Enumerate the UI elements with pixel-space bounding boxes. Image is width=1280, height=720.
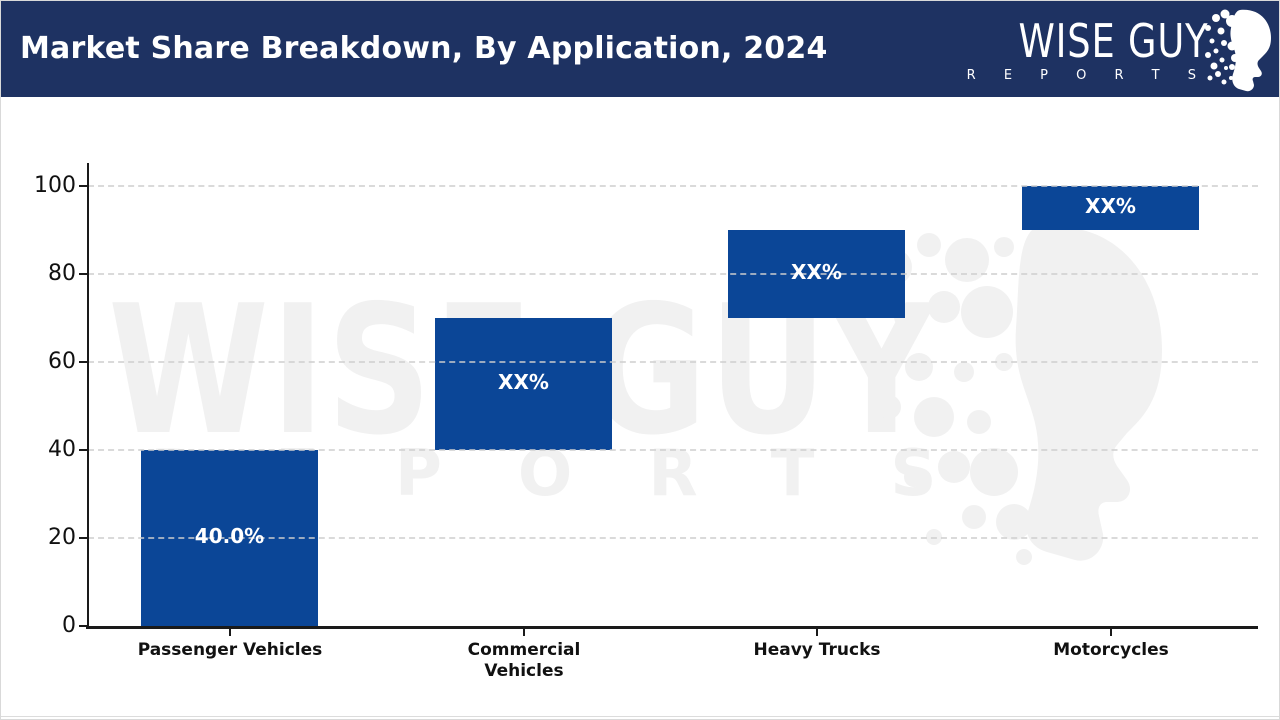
y-axis-tick [79, 273, 87, 275]
y-axis-tick [79, 625, 87, 627]
page-title: Market Share Breakdown, By Application, … [20, 31, 828, 66]
gridline [88, 273, 1258, 275]
y-axis-tick [79, 361, 87, 363]
x-axis-category-label: Heavy Trucks [753, 640, 881, 660]
y-axis-tick [79, 537, 87, 539]
x-axis-tick [816, 629, 818, 636]
bar-value-label: XX% [498, 370, 549, 394]
gridline [88, 537, 1258, 539]
dotted-head-icon [1205, 9, 1271, 92]
bar-value-label: XX% [1085, 194, 1136, 218]
y-axis-tick-label: 40 [48, 437, 76, 462]
bar-value-label: 40.0% [194, 524, 265, 548]
y-axis-tick-label: 0 [62, 613, 76, 638]
bar-segment [435, 318, 612, 450]
y-axis-tick-label: 80 [48, 261, 76, 286]
logo-text: WISE GUY R E P O R T S [961, 18, 1208, 83]
gridline [88, 449, 1258, 451]
bar-value-label: XX% [791, 260, 842, 284]
bottom-divider [0, 716, 1280, 717]
x-axis-tick [1110, 629, 1112, 636]
x-axis-tick [229, 629, 231, 636]
x-axis-tick [523, 629, 525, 636]
logo-wiseguy-label: WISE GUY [1018, 13, 1208, 68]
y-axis-tick-label: 60 [48, 349, 76, 374]
y-axis-tick-label: 100 [34, 173, 76, 198]
x-axis-category-label: Motorcycles [1053, 640, 1169, 660]
bar-segment [1022, 186, 1199, 230]
watermark-dotted-head [876, 226, 1162, 565]
wise-guy-reports-logo: WISE GUY R E P O R T S [961, 8, 1274, 92]
y-axis-tick [79, 185, 87, 187]
x-axis-category-label: Passenger Vehicles [137, 640, 323, 660]
gridline [88, 185, 1258, 187]
gridline [88, 361, 1258, 363]
x-axis-category-label: Commercial Vehicles [467, 640, 581, 682]
x-axis-line [86, 626, 1258, 629]
y-axis-tick-label: 20 [48, 525, 76, 550]
y-axis-line [87, 163, 89, 629]
y-axis-tick [79, 449, 87, 451]
logo-reports-label: R E P O R T S [966, 67, 1208, 83]
header-bar: Market Share Breakdown, By Application, … [0, 0, 1280, 97]
